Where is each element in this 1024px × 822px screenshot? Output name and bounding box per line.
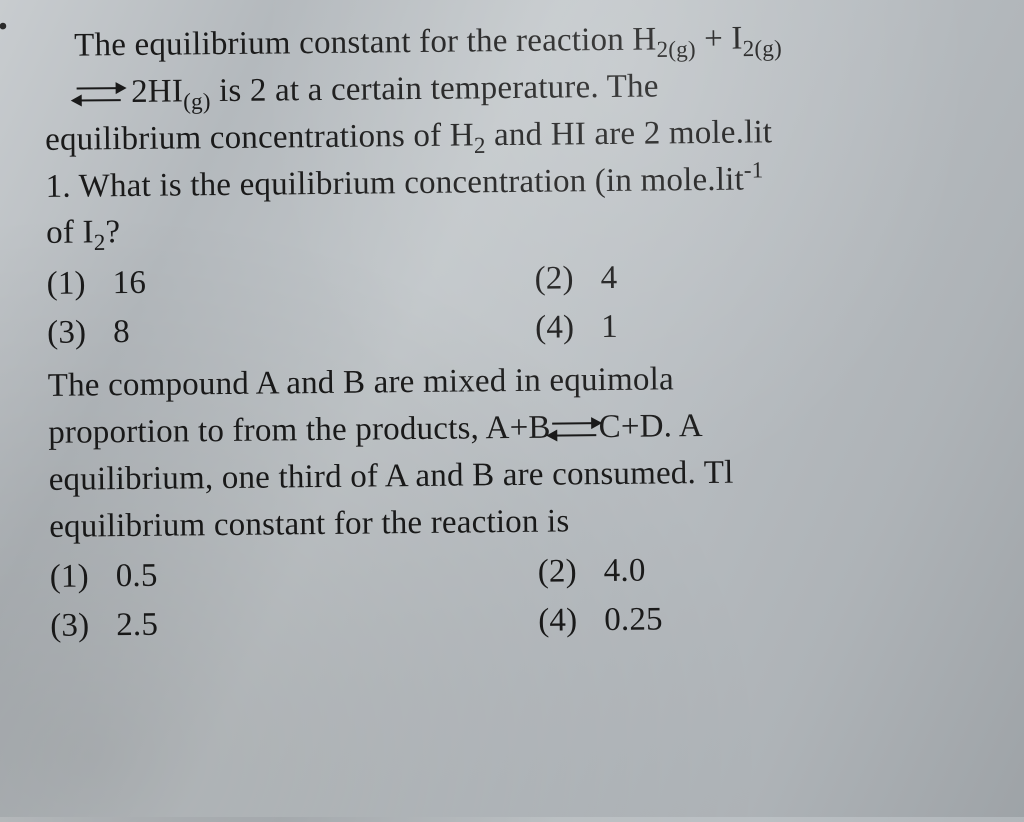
q2-opt3-label: (3): [50, 603, 102, 650]
q1-opt2-label: (2): [534, 256, 586, 303]
q1-option-2[interactable]: (2) 4: [534, 251, 1012, 303]
question-2-stem: The compound A and B are mixed in equimo…: [17, 353, 1015, 551]
q2-opt2-label: (2): [537, 549, 589, 596]
q1-line3-sub: 2: [474, 132, 486, 158]
q1-line4-b: . What is the equilibrium concentration …: [62, 161, 744, 204]
q1-option-3[interactable]: (3) 8: [47, 305, 525, 357]
question-1-options: (1) 16 (2) 4 (3) 8 (4) 1: [16, 251, 1013, 357]
q2-opt4-label: (4): [538, 598, 590, 645]
q1-opt2-value: 4: [600, 255, 617, 302]
page-content: The equilibrium constant for the reactio…: [0, 0, 1024, 651]
bullet-decor: •: [0, 11, 8, 43]
q1-line3-a: equilibrium concentrations of H: [45, 117, 474, 157]
q1-i2g-sub: 2(g): [743, 35, 783, 61]
q1-line4-sup: -1: [744, 156, 764, 182]
q2-opt3-value: 2.5: [116, 602, 158, 649]
q1-opt1-value: 16: [112, 260, 146, 307]
question-1-stem: The equilibrium constant for the reactio…: [14, 13, 1012, 258]
q2-option-3[interactable]: (3) 2.5: [50, 598, 528, 650]
q1-line2-a: 2HI: [122, 73, 183, 110]
q2-line2-pre: proportion to from the products, A+B: [48, 409, 551, 450]
q1-line3-b: and HI are 2 mole.lit: [485, 114, 772, 153]
question-2-options: (1) 0.5 (2) 4.0 (3) 2.5 (4) 0.25: [20, 544, 1017, 650]
q1-line1-a: The equilibrium constant for the reactio…: [74, 21, 657, 63]
q1-opt3-label: (3): [47, 309, 99, 356]
q1-hi-sub: (g): [183, 88, 211, 114]
q1-opt4-label: (4): [535, 304, 587, 351]
q1-option-1[interactable]: (1) 16: [46, 256, 524, 308]
q2-line4: equilibrium constant for the reaction is: [49, 493, 1015, 550]
equilibrium-arrow-icon: [75, 84, 123, 105]
q1-option-4[interactable]: (4) 1: [535, 300, 1013, 352]
q1-h2g-sub: 2(g): [656, 36, 696, 62]
q1-line2-b: is 2 at a certain temperature. The: [210, 68, 658, 109]
q2-opt1-value: 0.5: [115, 553, 157, 600]
q1-line5-sub: 2: [94, 229, 106, 255]
q1-opt3-value: 8: [113, 309, 130, 356]
q2-option-2[interactable]: (2) 4.0: [537, 544, 1015, 596]
q2-option-4[interactable]: (4) 0.25: [538, 593, 1016, 645]
q2-option-1[interactable]: (1) 0.5: [50, 549, 528, 601]
q1-opt1-label: (1): [46, 261, 98, 308]
q2-opt4-value: 0.25: [604, 597, 663, 644]
equilibrium-arrow-icon: [551, 419, 599, 440]
q2-opt1-label: (1): [50, 554, 102, 601]
q1-line4-a: 1: [45, 168, 62, 204]
q2-opt2-value: 4.0: [603, 548, 645, 595]
q1-line5-b: ?: [105, 215, 120, 251]
q1-opt4-value: 1: [601, 304, 618, 351]
q2-line2-post: C+D. A: [598, 408, 703, 445]
q1-line1-b: + I: [695, 21, 742, 57]
q1-line5-a: of I: [46, 215, 94, 251]
